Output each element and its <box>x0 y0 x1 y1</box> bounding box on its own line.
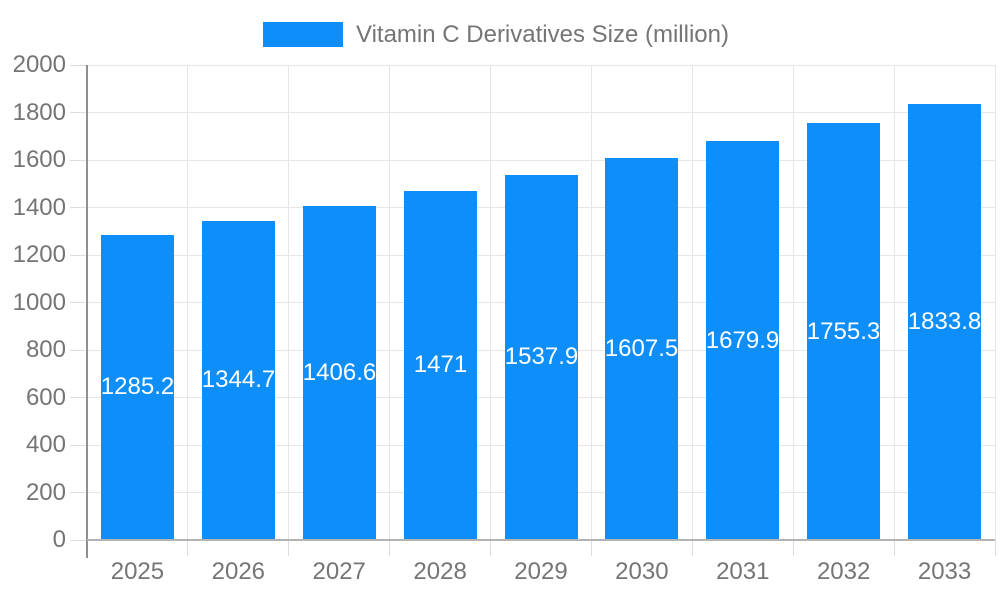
x-axis-tick <box>893 540 895 556</box>
y-tick-label: 0 <box>52 526 66 553</box>
gridline-horizontal <box>87 64 995 66</box>
y-tick-label: 1200 <box>12 241 66 268</box>
bar-2029[interactable]: 1537.9 <box>504 174 579 540</box>
gridline-vertical <box>893 65 895 540</box>
x-axis-tick <box>288 540 290 556</box>
bar-value-label: 1607.5 <box>604 335 679 363</box>
y-axis-line <box>86 65 88 558</box>
y-axis-tick <box>70 302 87 303</box>
x-axis-tick <box>590 540 592 556</box>
x-axis-tick <box>994 540 996 556</box>
x-tick-label: 2031 <box>716 558 770 585</box>
gridline-vertical <box>792 65 794 540</box>
x-tick-label: 2029 <box>514 558 568 585</box>
y-axis-tick <box>70 159 87 161</box>
gridline-vertical <box>590 65 592 540</box>
x-tick-label: 2026 <box>211 558 266 585</box>
bar-2033[interactable]: 1833.8 <box>908 104 981 540</box>
gridline-vertical <box>691 65 693 540</box>
x-tick-label: 2028 <box>413 558 467 585</box>
bar-2027[interactable]: 1406.6 <box>302 205 377 540</box>
bar-value-label: 1537.9 <box>504 343 579 371</box>
x-tick-label: 2030 <box>615 558 669 585</box>
y-tick-label: 1600 <box>12 146 66 173</box>
y-axis-tick <box>70 349 87 351</box>
y-tick-label: 1000 <box>12 288 66 316</box>
x-tick-label: 2032 <box>816 558 871 585</box>
y-axis-tick <box>70 112 87 113</box>
y-axis-tick <box>70 254 87 256</box>
bar-value-label: 1833.8 <box>907 308 982 336</box>
x-axis-tick <box>389 540 391 556</box>
y-axis-tick <box>70 397 87 398</box>
bar-value-label: 1344.7 <box>201 366 276 394</box>
bar-value-label: 1755.3 <box>806 317 881 345</box>
x-tick-label: 2025 <box>110 558 165 585</box>
x-axis-tick <box>490 540 492 556</box>
y-axis-tick <box>70 539 87 541</box>
bar-value-label: 1679.9 <box>705 326 780 354</box>
y-tick-label: 800 <box>25 336 66 363</box>
x-axis-baseline <box>87 539 995 541</box>
bar-2031[interactable]: 1679.9 <box>706 141 779 540</box>
gridline-vertical <box>994 65 996 540</box>
gridline-vertical <box>187 65 189 540</box>
y-tick-label: 200 <box>25 478 66 506</box>
bar-value-label: 1406.6 <box>302 358 377 386</box>
bar-2028[interactable]: 1471 <box>404 190 477 540</box>
bar-2026[interactable]: 1344.7 <box>201 220 276 540</box>
y-axis-tick <box>70 207 87 208</box>
gridline-horizontal <box>87 159 995 161</box>
legend-swatch <box>263 22 343 47</box>
y-tick-label: 1400 <box>12 193 66 221</box>
y-axis-tick <box>70 64 87 66</box>
y-axis-tick <box>70 492 87 493</box>
x-axis-tick <box>792 540 794 556</box>
y-tick-label: 2000 <box>12 51 66 78</box>
bar-value-label: 1285.2 <box>100 373 175 401</box>
x-axis-tick <box>187 540 189 556</box>
x-axis-tick <box>691 540 693 556</box>
x-tick-label: 2027 <box>312 558 366 585</box>
y-tick-label: 1800 <box>12 98 66 126</box>
bar-2025[interactable]: 1285.2 <box>100 234 175 540</box>
gridline-vertical <box>389 65 391 540</box>
y-tick-label: 600 <box>25 383 66 411</box>
gridline-horizontal <box>87 112 995 113</box>
x-tick-label: 2033 <box>917 558 972 585</box>
gridline-vertical <box>288 65 290 540</box>
gridline-vertical <box>490 65 492 540</box>
legend-label: Vitamin C Derivatives Size (million) <box>356 21 729 48</box>
bar-value-label: 1471 <box>413 351 468 379</box>
y-axis-tick <box>70 444 87 446</box>
legend: Vitamin C Derivatives Size (million) <box>263 22 729 47</box>
bar-2032[interactable]: 1755.3 <box>807 123 880 540</box>
y-tick-label: 400 <box>25 431 66 458</box>
bar-2030[interactable]: 1607.5 <box>605 158 678 540</box>
